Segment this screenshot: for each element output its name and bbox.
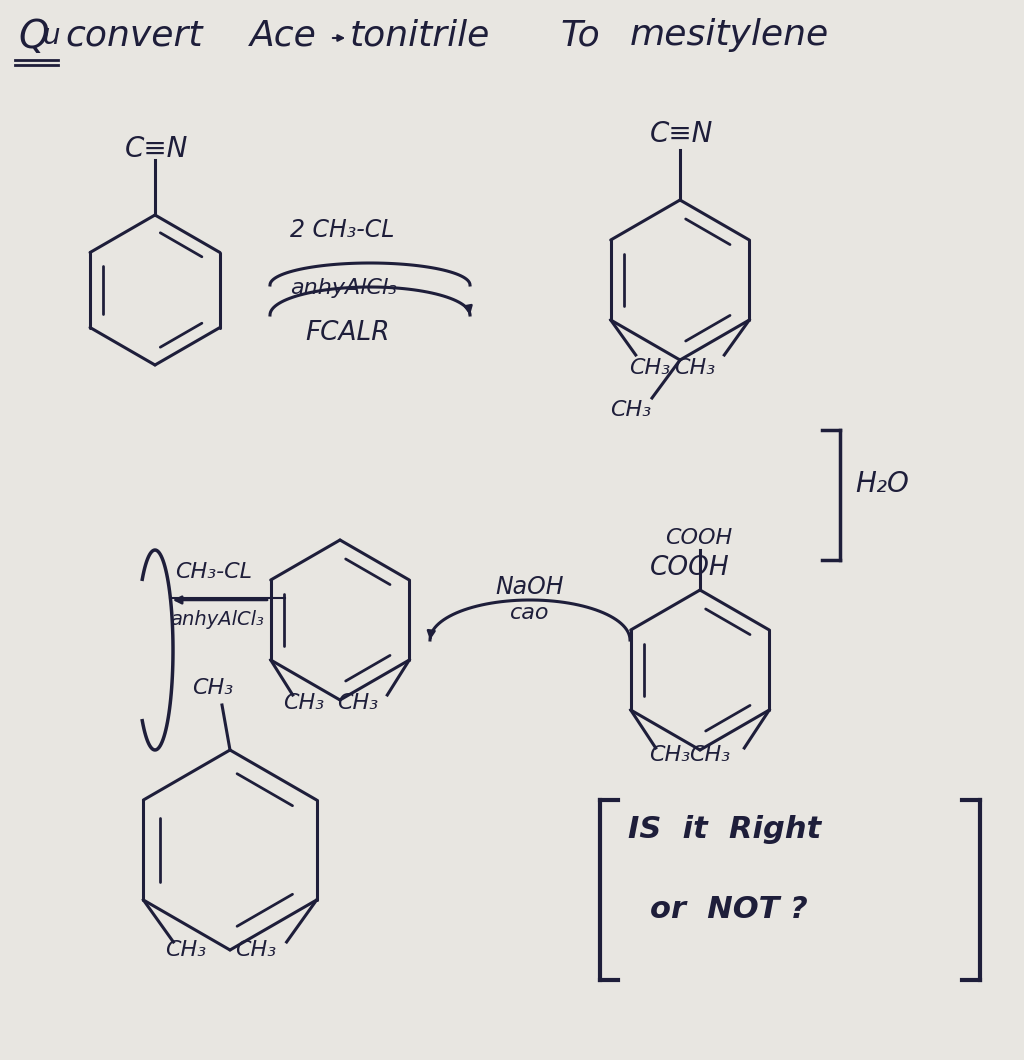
Text: CH₃: CH₃ — [283, 693, 324, 713]
Text: COOH: COOH — [650, 555, 730, 581]
Text: FCALR: FCALR — [305, 320, 389, 346]
Text: anhyAlCl₃: anhyAlCl₃ — [290, 278, 397, 298]
Text: CH₃-CL: CH₃-CL — [175, 562, 252, 582]
Text: anhyAlCl₃: anhyAlCl₃ — [170, 610, 264, 629]
Text: u: u — [42, 22, 59, 50]
Text: To: To — [560, 18, 600, 52]
Text: CH₃: CH₃ — [649, 745, 690, 765]
Text: tonitrile: tonitrile — [350, 18, 490, 52]
Text: C≡N: C≡N — [650, 120, 714, 148]
Text: cao: cao — [510, 603, 550, 623]
Text: CH₃: CH₃ — [337, 693, 379, 713]
Text: CH₃: CH₃ — [193, 678, 233, 697]
Text: Q: Q — [18, 18, 48, 56]
Text: CH₃: CH₃ — [689, 745, 730, 765]
Text: CH₃: CH₃ — [674, 358, 716, 378]
Text: CH₃: CH₃ — [610, 400, 651, 420]
Text: CH₃: CH₃ — [234, 940, 275, 960]
Text: COOH: COOH — [665, 528, 732, 548]
Text: H₂O: H₂O — [855, 470, 909, 498]
Text: Ace: Ace — [250, 18, 316, 52]
Text: NaOH: NaOH — [495, 575, 563, 599]
Text: CH₃: CH₃ — [166, 940, 207, 960]
Text: or  NOT ?: or NOT ? — [650, 895, 808, 924]
Text: convert: convert — [65, 18, 203, 52]
Text: IS  it  Right: IS it Right — [628, 815, 821, 844]
Text: C≡N: C≡N — [125, 135, 188, 163]
Text: 2 CH₃-CL: 2 CH₃-CL — [290, 218, 394, 242]
Text: CH₃: CH₃ — [629, 358, 670, 378]
Text: mesitylene: mesitylene — [630, 18, 829, 52]
